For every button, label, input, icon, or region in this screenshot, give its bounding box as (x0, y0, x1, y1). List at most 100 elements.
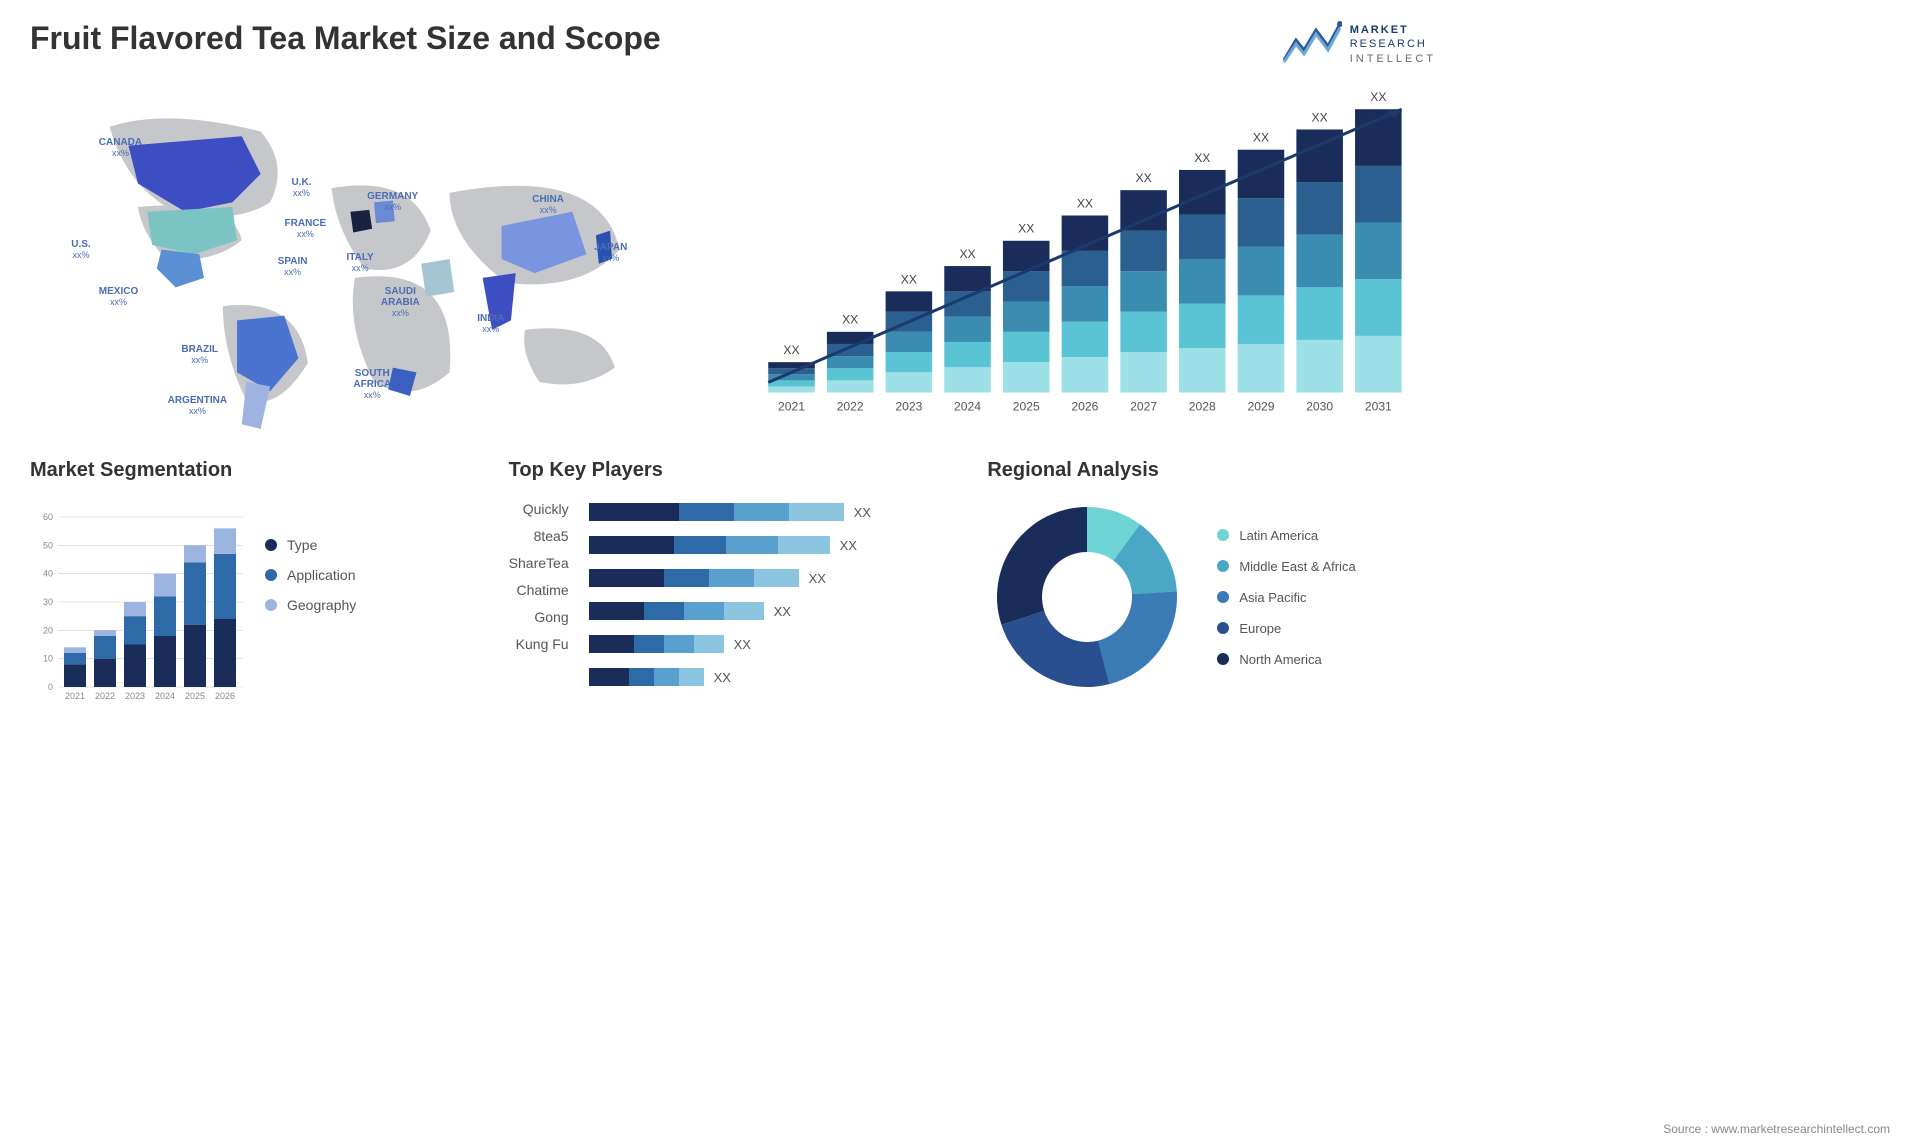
map-label: SPAINxx% (278, 256, 308, 278)
svg-text:2021: 2021 (778, 400, 805, 414)
player-bar (589, 503, 844, 521)
seg-legend-item: Type (265, 537, 356, 553)
svg-text:30: 30 (43, 597, 53, 607)
legend-swatch (1217, 560, 1229, 572)
svg-text:2028: 2028 (1189, 400, 1216, 414)
svg-text:2022: 2022 (837, 400, 864, 414)
svg-text:2031: 2031 (1365, 400, 1392, 414)
svg-text:XX: XX (842, 313, 858, 327)
player-bar (589, 602, 764, 620)
svg-text:2026: 2026 (1071, 400, 1098, 414)
svg-text:2024: 2024 (155, 691, 175, 701)
player-bar-row: XX (589, 567, 871, 589)
logo-icon (1282, 20, 1342, 69)
player-bar (589, 536, 830, 554)
source-text: Source : www.marketresearchintellect.com (1663, 1122, 1890, 1136)
player-bar (589, 635, 724, 653)
svg-text:XX: XX (1077, 196, 1093, 210)
legend-swatch (1217, 653, 1229, 665)
seg-legend-item: Application (265, 567, 356, 583)
legend-swatch (1217, 591, 1229, 603)
svg-text:2026: 2026 (215, 691, 235, 701)
logo-line2: RESEARCH (1350, 37, 1436, 51)
player-name: Quickly (509, 501, 569, 517)
map-label: U.K.xx% (291, 177, 311, 199)
regional-legend-item: Asia Pacific (1217, 590, 1355, 605)
svg-text:XX: XX (1312, 110, 1328, 124)
map-label: FRANCExx% (285, 218, 327, 240)
player-value: XX (714, 670, 731, 685)
player-bar-row: XX (589, 600, 871, 622)
legend-label: Application (287, 567, 356, 583)
svg-text:XX: XX (783, 343, 799, 357)
segmentation-legend: Type Application Geography (265, 497, 356, 707)
legend-swatch (1217, 622, 1229, 634)
growth-chart-panel: XXXXXXXXXXXXXXXXXXXXXX 20212022202320242… (748, 89, 1436, 429)
map-label: U.S.xx% (71, 239, 90, 261)
player-bar-row: XX (589, 501, 871, 523)
player-value: XX (774, 604, 791, 619)
svg-text:XX: XX (1018, 222, 1034, 236)
legend-swatch (265, 599, 277, 611)
legend-label: Asia Pacific (1239, 590, 1306, 605)
svg-text:2023: 2023 (895, 400, 922, 414)
map-label: ARGENTINAxx% (168, 395, 227, 417)
segmentation-panel: Market Segmentation 01020304050602021202… (30, 459, 479, 707)
key-players-title: Top Key Players (509, 459, 958, 482)
player-value: XX (734, 637, 751, 652)
regional-legend-item: Middle East & Africa (1217, 559, 1355, 574)
logo-line1: MARKET (1350, 23, 1436, 37)
svg-text:XX: XX (1253, 131, 1269, 145)
regional-donut (987, 497, 1187, 697)
svg-text:2030: 2030 (1306, 400, 1333, 414)
players-bars: XX XX XX XX XX XX (589, 497, 871, 688)
map-label: CANADAxx% (99, 137, 142, 159)
legend-label: Europe (1239, 621, 1281, 636)
legend-swatch (265, 539, 277, 551)
player-bar-row: XX (589, 666, 871, 688)
svg-text:2025: 2025 (185, 691, 205, 701)
player-value: XX (809, 571, 826, 586)
svg-text:40: 40 (43, 569, 53, 579)
svg-text:2029: 2029 (1247, 400, 1274, 414)
legend-label: Geography (287, 597, 356, 613)
svg-text:XX: XX (959, 247, 975, 261)
player-name: ShareTea (509, 555, 569, 571)
player-name: Gong (509, 609, 569, 625)
legend-swatch (1217, 529, 1229, 541)
regional-legend-item: North America (1217, 652, 1355, 667)
brand-logo: MARKET RESEARCH INTELLECT (1282, 20, 1436, 69)
map-label: JAPANxx% (594, 242, 627, 264)
logo-line3: INTELLECT (1350, 52, 1436, 66)
key-players-panel: Top Key Players Quickly 8tea5 ShareTea Chat… (509, 459, 958, 707)
svg-text:2023: 2023 (125, 691, 145, 701)
player-name: Chatime (509, 582, 569, 598)
svg-text:2027: 2027 (1130, 400, 1157, 414)
regional-legend: Latin America Middle East & Africa Asia Pa… (1217, 528, 1355, 667)
legend-swatch (265, 569, 277, 581)
player-bar-row: XX (589, 633, 871, 655)
regional-title: Regional Analysis (987, 459, 1436, 482)
svg-text:50: 50 (43, 540, 53, 550)
players-names: Quickly8tea5ShareTeaChatimeGongKung Fu (509, 497, 569, 688)
svg-text:2024: 2024 (954, 400, 981, 414)
svg-text:0: 0 (48, 682, 53, 692)
map-label: CHINAxx% (532, 194, 564, 216)
map-label: BRAZILxx% (181, 344, 218, 366)
svg-text:2025: 2025 (1013, 400, 1040, 414)
regional-legend-item: Latin America (1217, 528, 1355, 543)
svg-text:XX: XX (1136, 171, 1152, 185)
map-label: SAUDIARABIAxx% (381, 286, 420, 319)
player-name: 8tea5 (509, 528, 569, 544)
legend-label: Type (287, 537, 317, 553)
svg-text:XX: XX (901, 272, 917, 286)
player-bar-row: XX (589, 534, 871, 556)
segmentation-chart: 0102030405060202120222023202420252026 (30, 497, 250, 707)
svg-text:20: 20 (43, 625, 53, 635)
player-value: XX (854, 505, 871, 520)
map-label: INDIAxx% (477, 313, 504, 335)
player-bar (589, 569, 799, 587)
map-label: ITALYxx% (346, 252, 373, 274)
player-bar (589, 668, 704, 686)
svg-text:10: 10 (43, 654, 53, 664)
